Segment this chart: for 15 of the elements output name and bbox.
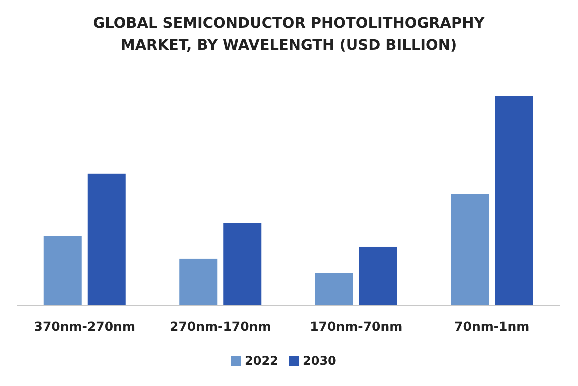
bar xyxy=(180,258,218,306)
x-tick-label: 270nm-170nm xyxy=(170,319,272,334)
x-tick-label: 70nm-1nm xyxy=(454,319,530,334)
bar xyxy=(315,273,354,306)
bar xyxy=(451,194,490,306)
legend-label: 2030 xyxy=(303,354,336,368)
bar xyxy=(495,96,534,306)
x-tick-label: 170nm-70nm xyxy=(310,319,403,334)
chart-title: GLOBAL SEMICONDUCTOR PHOTOLITHOGRAPHY MARKET, BY WAVELENGTH (USD BILLION) xyxy=(93,16,486,54)
x-tick-label: 370nm-270nm xyxy=(34,319,136,334)
bar xyxy=(44,236,82,306)
legend-label: 2022 xyxy=(245,354,278,368)
bar xyxy=(88,174,126,306)
bar xyxy=(359,246,398,306)
bar xyxy=(224,223,262,306)
